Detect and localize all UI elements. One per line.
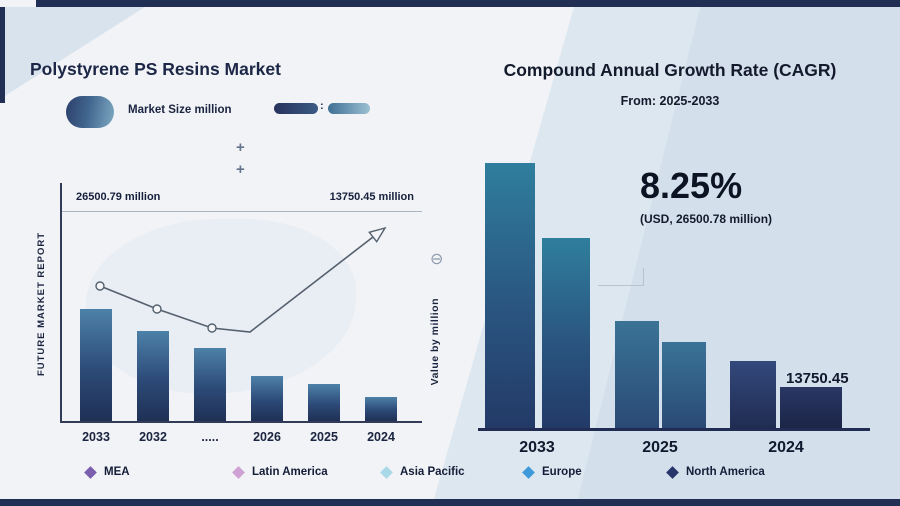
- separator-line: [62, 211, 422, 212]
- right-bar: [730, 361, 776, 428]
- cagr-note: (USD, 26500.78 million): [640, 212, 773, 226]
- left-x-label: 2032: [139, 430, 167, 444]
- left-bar-chart-bars: 2033 2032..... 2026 2025 2024: [60, 183, 422, 444]
- right-bar: [615, 321, 659, 428]
- legend-item: Europe: [522, 465, 582, 479]
- pill-separator: :: [320, 100, 324, 112]
- left-bar: [80, 309, 112, 421]
- legend-item: North America: [666, 465, 765, 479]
- left-navy-strip: [0, 7, 5, 103]
- cagr-value: 8.25%: [640, 165, 743, 206]
- legend-label: Europe: [542, 466, 582, 478]
- end-value-label: 13750.45 million: [329, 191, 414, 203]
- left-bar: [194, 348, 226, 421]
- bracket-decoration: [598, 268, 644, 286]
- right-bar-chart-bars: 2033 2025 2024: [478, 150, 870, 456]
- cagr-title: Compound Annual Growth Rate (CAGR): [503, 60, 837, 80]
- left-y-axis: [60, 183, 62, 423]
- corner-wedge-decoration: [0, 7, 145, 99]
- right-bar: [780, 387, 842, 428]
- future-market-report-label: FUTURE MARKET REPORT: [36, 232, 47, 377]
- market-size-bar-chart: 26500.79 million 13750.45 million 2033 20…: [60, 183, 422, 444]
- top-navy-strip: [36, 0, 900, 7]
- legend-diamond-icon: [666, 465, 679, 479]
- value-callout: 13750.45: [786, 370, 849, 387]
- start-value-label: 26500.79 million: [76, 191, 161, 203]
- footer-legend: MEA Latin America Asia Pacific Europe North …: [0, 465, 900, 490]
- value-by-million-label: Value by million: [429, 298, 441, 386]
- market-size-label: Market Size million: [128, 104, 232, 116]
- legend-label: MEA: [104, 466, 130, 478]
- legend-item: Latin America: [232, 465, 328, 479]
- legend-pill-gradient: [328, 103, 370, 114]
- plus-decoration: +: [236, 161, 245, 178]
- left-bar: [308, 384, 340, 421]
- left-x-label: .....: [201, 430, 219, 444]
- right-x-label: 2025: [642, 439, 678, 456]
- legend-item: Asia Pacific: [380, 465, 465, 479]
- right-x-axis: [478, 428, 870, 431]
- plus-decoration: +: [236, 139, 245, 156]
- right-bar: [485, 163, 535, 428]
- cagr-subtitle: From: 2025-2033: [620, 94, 720, 108]
- left-x-label: 2025: [310, 430, 338, 444]
- right-x-label: 2024: [768, 439, 804, 456]
- bottom-navy-strip: [0, 499, 900, 506]
- right-x-label: 2033: [519, 439, 555, 456]
- legend-diamond-icon: [380, 465, 393, 479]
- legend-diamond-icon: [84, 465, 97, 479]
- cagr-bar-chart: 2033 2025 2024 13750.45: [478, 150, 870, 456]
- left-bar: [365, 397, 397, 421]
- circle-minus-icon: ⊖: [430, 251, 444, 268]
- legend-item: MEA: [84, 465, 130, 479]
- market-size-icon: [66, 96, 114, 128]
- legend-diamond-icon: [522, 465, 535, 479]
- legend-diamond-icon: [232, 465, 245, 479]
- left-bar: [137, 331, 169, 421]
- right-bar: [662, 342, 706, 428]
- legend-label: North America: [686, 466, 765, 478]
- left-x-label: 2024: [367, 430, 395, 444]
- left-x-label: 2026: [253, 430, 281, 444]
- right-bar: [542, 238, 590, 428]
- legend-pill-dark: [274, 103, 318, 114]
- left-x-axis: [60, 421, 422, 423]
- left-x-label: 2033: [82, 430, 110, 444]
- left-bar: [251, 376, 283, 421]
- legend-label: Latin America: [252, 466, 328, 478]
- left-chart-title: Polystyrene PS Resins Market: [30, 59, 281, 79]
- legend-label: Asia Pacific: [400, 466, 465, 478]
